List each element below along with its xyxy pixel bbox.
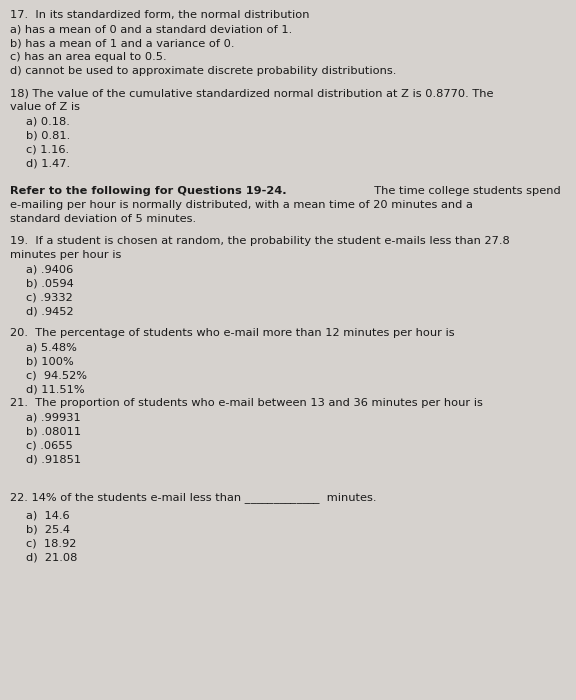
Text: d) 11.51%: d) 11.51% [26, 384, 85, 394]
Text: a) .9406: a) .9406 [26, 264, 73, 274]
Text: b) 100%: b) 100% [26, 356, 74, 366]
Text: b) .0594: b) .0594 [26, 278, 74, 288]
Text: b) 0.81.: b) 0.81. [26, 130, 70, 140]
Text: 22. 14% of the students e-mail less than _____________  minutes.: 22. 14% of the students e-mail less than… [10, 492, 377, 503]
Text: b) has a mean of 1 and a variance of 0.: b) has a mean of 1 and a variance of 0. [10, 38, 234, 48]
Text: 20.  The percentage of students who e-mail more than 12 minutes per hour is: 20. The percentage of students who e-mai… [10, 328, 454, 338]
Text: d) .9452: d) .9452 [26, 306, 74, 316]
Text: 18) The value of the cumulative standardized normal distribution at Z is 0.8770.: 18) The value of the cumulative standard… [10, 88, 494, 98]
Text: b)  25.4: b) 25.4 [26, 524, 70, 534]
Text: c)  18.92: c) 18.92 [26, 538, 77, 548]
Text: a)  14.6: a) 14.6 [26, 510, 70, 520]
Text: a) has a mean of 0 and a standard deviation of 1.: a) has a mean of 0 and a standard deviat… [10, 24, 292, 34]
Text: c) 1.16.: c) 1.16. [26, 144, 69, 154]
Text: d) .91851: d) .91851 [26, 454, 81, 464]
Text: a) .99931: a) .99931 [26, 412, 81, 422]
Text: 19.  If a student is chosen at random, the probability the student e-mails less : 19. If a student is chosen at random, th… [10, 236, 510, 246]
Text: c) .0655: c) .0655 [26, 440, 73, 450]
Text: d)  21.08: d) 21.08 [26, 552, 77, 562]
Text: d) cannot be used to approximate discrete probability distributions.: d) cannot be used to approximate discret… [10, 66, 396, 76]
Text: 17.  In its standardized form, the normal distribution: 17. In its standardized form, the normal… [10, 10, 309, 20]
Text: a) 5.48%: a) 5.48% [26, 342, 77, 352]
Text: minutes per hour is: minutes per hour is [10, 250, 122, 260]
Text: Refer to the following for Questions 19-24.: Refer to the following for Questions 19-… [10, 186, 287, 196]
Text: a) 0.18.: a) 0.18. [26, 116, 70, 126]
Text: standard deviation of 5 minutes.: standard deviation of 5 minutes. [10, 214, 196, 224]
Text: c)  94.52%: c) 94.52% [26, 370, 87, 380]
Text: e-mailing per hour is normally distributed, with a mean time of 20 minutes and a: e-mailing per hour is normally distribut… [10, 200, 473, 210]
Text: 21.  The proportion of students who e-mail between 13 and 36 minutes per hour is: 21. The proportion of students who e-mai… [10, 398, 483, 408]
Text: d) 1.47.: d) 1.47. [26, 158, 70, 168]
Text: The time college students spend: The time college students spend [367, 186, 560, 196]
Text: b) .08011: b) .08011 [26, 426, 81, 436]
Text: c) .9332: c) .9332 [26, 292, 73, 302]
Text: value of Z is: value of Z is [10, 102, 80, 112]
Text: c) has an area equal to 0.5.: c) has an area equal to 0.5. [10, 52, 166, 62]
